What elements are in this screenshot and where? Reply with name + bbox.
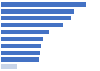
Bar [1, 2, 86, 7]
Bar [1, 9, 74, 13]
Bar [1, 37, 43, 41]
Bar [1, 51, 40, 55]
Bar [1, 64, 17, 69]
Bar [1, 30, 49, 34]
Bar [1, 23, 63, 27]
Bar [1, 58, 39, 62]
Bar [1, 44, 41, 48]
Bar [1, 16, 71, 20]
